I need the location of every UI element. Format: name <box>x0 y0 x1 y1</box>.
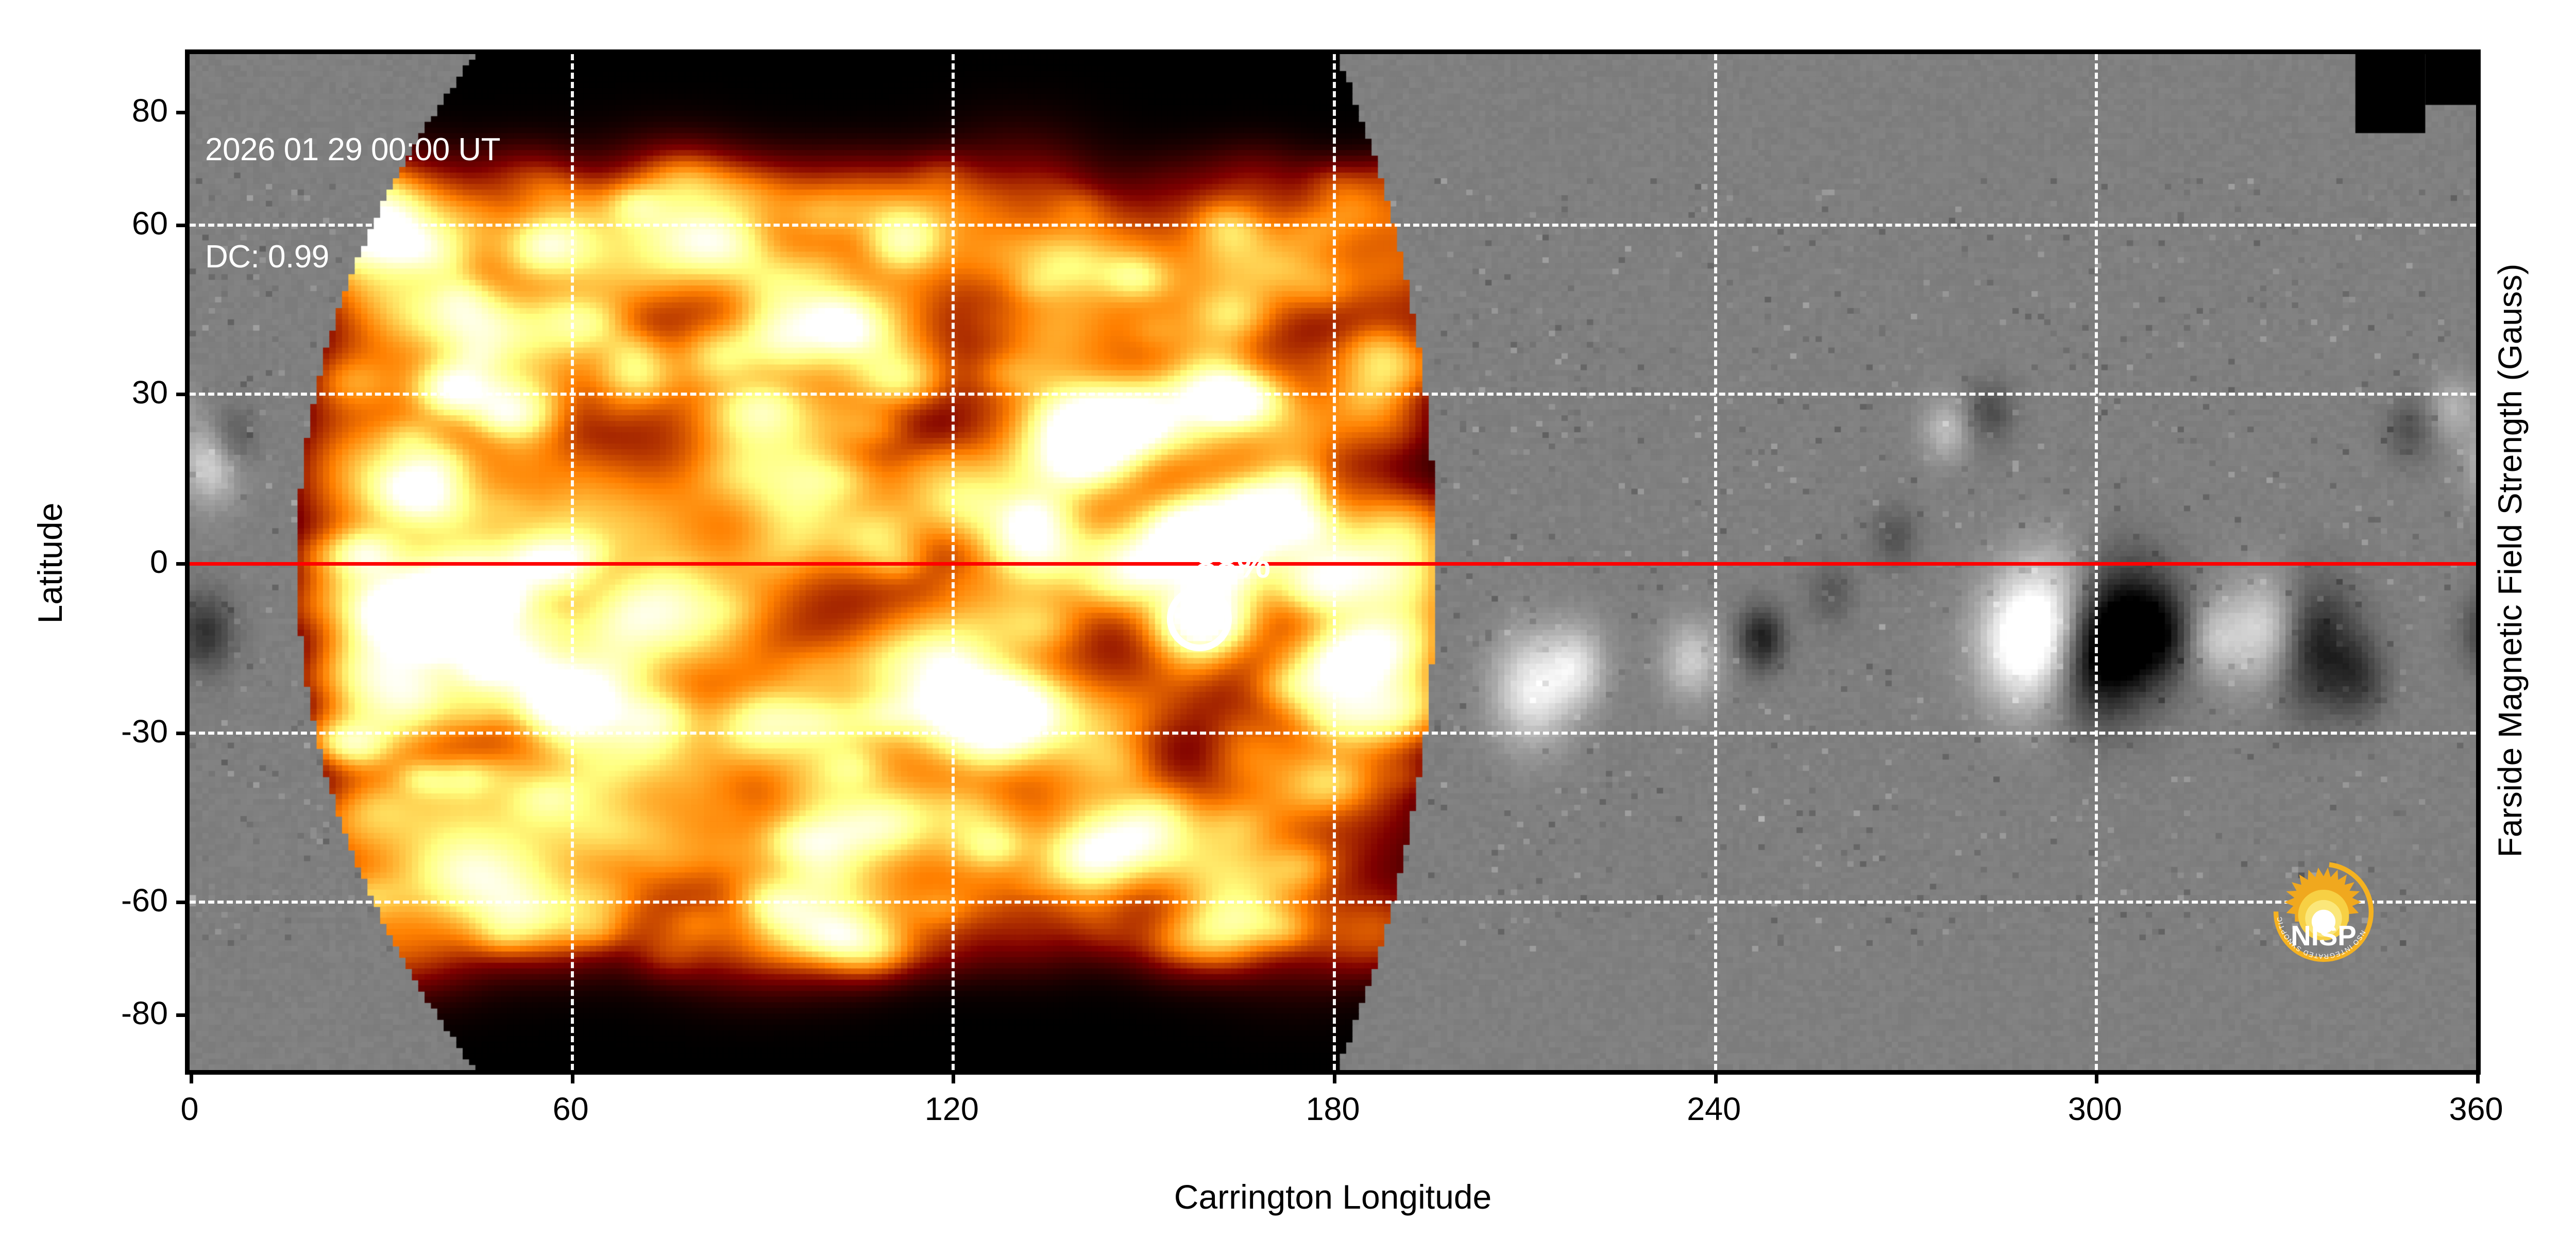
farside-canvas <box>190 54 2476 1070</box>
active-region-circle <box>1167 586 1232 651</box>
y-tick-80 <box>176 110 190 114</box>
y-tick-label--30: -30 <box>121 713 168 750</box>
nisp-logo: NSO INTEGRATED SYNOPTIC PROGRAM NISP <box>2266 852 2378 966</box>
y-tick--80 <box>176 1013 190 1017</box>
active-region-percent-label: 88% <box>1195 542 1270 586</box>
timestamp-stamp: 2026 01 29 00:00 UT DC: 0.99 <box>205 60 501 347</box>
x-tick-300 <box>2095 1070 2099 1083</box>
y-tick--60 <box>176 901 190 905</box>
y-tick-label-0: 0 <box>149 544 168 580</box>
timestamp-text: 2026 01 29 00:00 UT <box>205 131 501 167</box>
x-tick-0 <box>190 1070 193 1083</box>
y-tick-label-30: 30 <box>131 375 168 411</box>
nisp-logo-svg: NSO INTEGRATED SYNOPTIC PROGRAM NISP <box>2266 852 2374 962</box>
x-tick-label-0: 0 <box>180 1091 199 1127</box>
y-tick--30 <box>176 731 190 735</box>
x-tick-240 <box>1714 1070 1718 1083</box>
x-tick-120 <box>952 1070 956 1083</box>
x-tick-360 <box>2476 1070 2480 1083</box>
x-tick-label-240: 240 <box>1687 1091 1741 1127</box>
x-axis-title: Carrington Longitude <box>1174 1178 1492 1216</box>
y-tick-0 <box>176 562 190 566</box>
x-tick-label-60: 60 <box>552 1091 589 1127</box>
logo-wordmark: NISP <box>2291 920 2356 952</box>
logo-sun-core <box>2312 910 2336 934</box>
synoptic-map-plot: 2026 01 29 00:00 UT DC: 0.99 88% NSO INT… <box>190 54 2476 1070</box>
y-tick-30 <box>176 393 190 397</box>
y-tick-label--60: -60 <box>121 883 168 919</box>
y-tick-60 <box>176 223 190 227</box>
y-tick-label-60: 60 <box>131 205 168 242</box>
duty-cycle-text: DC: 0.99 <box>205 239 329 275</box>
x-tick-60 <box>570 1070 574 1083</box>
x-tick-label-360: 360 <box>2449 1091 2503 1127</box>
x-tick-label-300: 300 <box>2067 1091 2122 1127</box>
y-tick-label-80: 80 <box>131 92 168 129</box>
farside-magnetogram-layer <box>190 54 2476 1070</box>
y-axis-title: Latitude <box>31 502 69 624</box>
x-tick-180 <box>1333 1070 1336 1083</box>
x-tick-label-180: 180 <box>1306 1091 1360 1127</box>
colorbar-farside-title: Farside Magnetic Field Strength (Gauss) <box>2492 263 2529 858</box>
logo-ring-arc <box>2274 862 2374 962</box>
x-tick-label-120: 120 <box>924 1091 979 1127</box>
y-tick-label--80: -80 <box>121 995 168 1032</box>
